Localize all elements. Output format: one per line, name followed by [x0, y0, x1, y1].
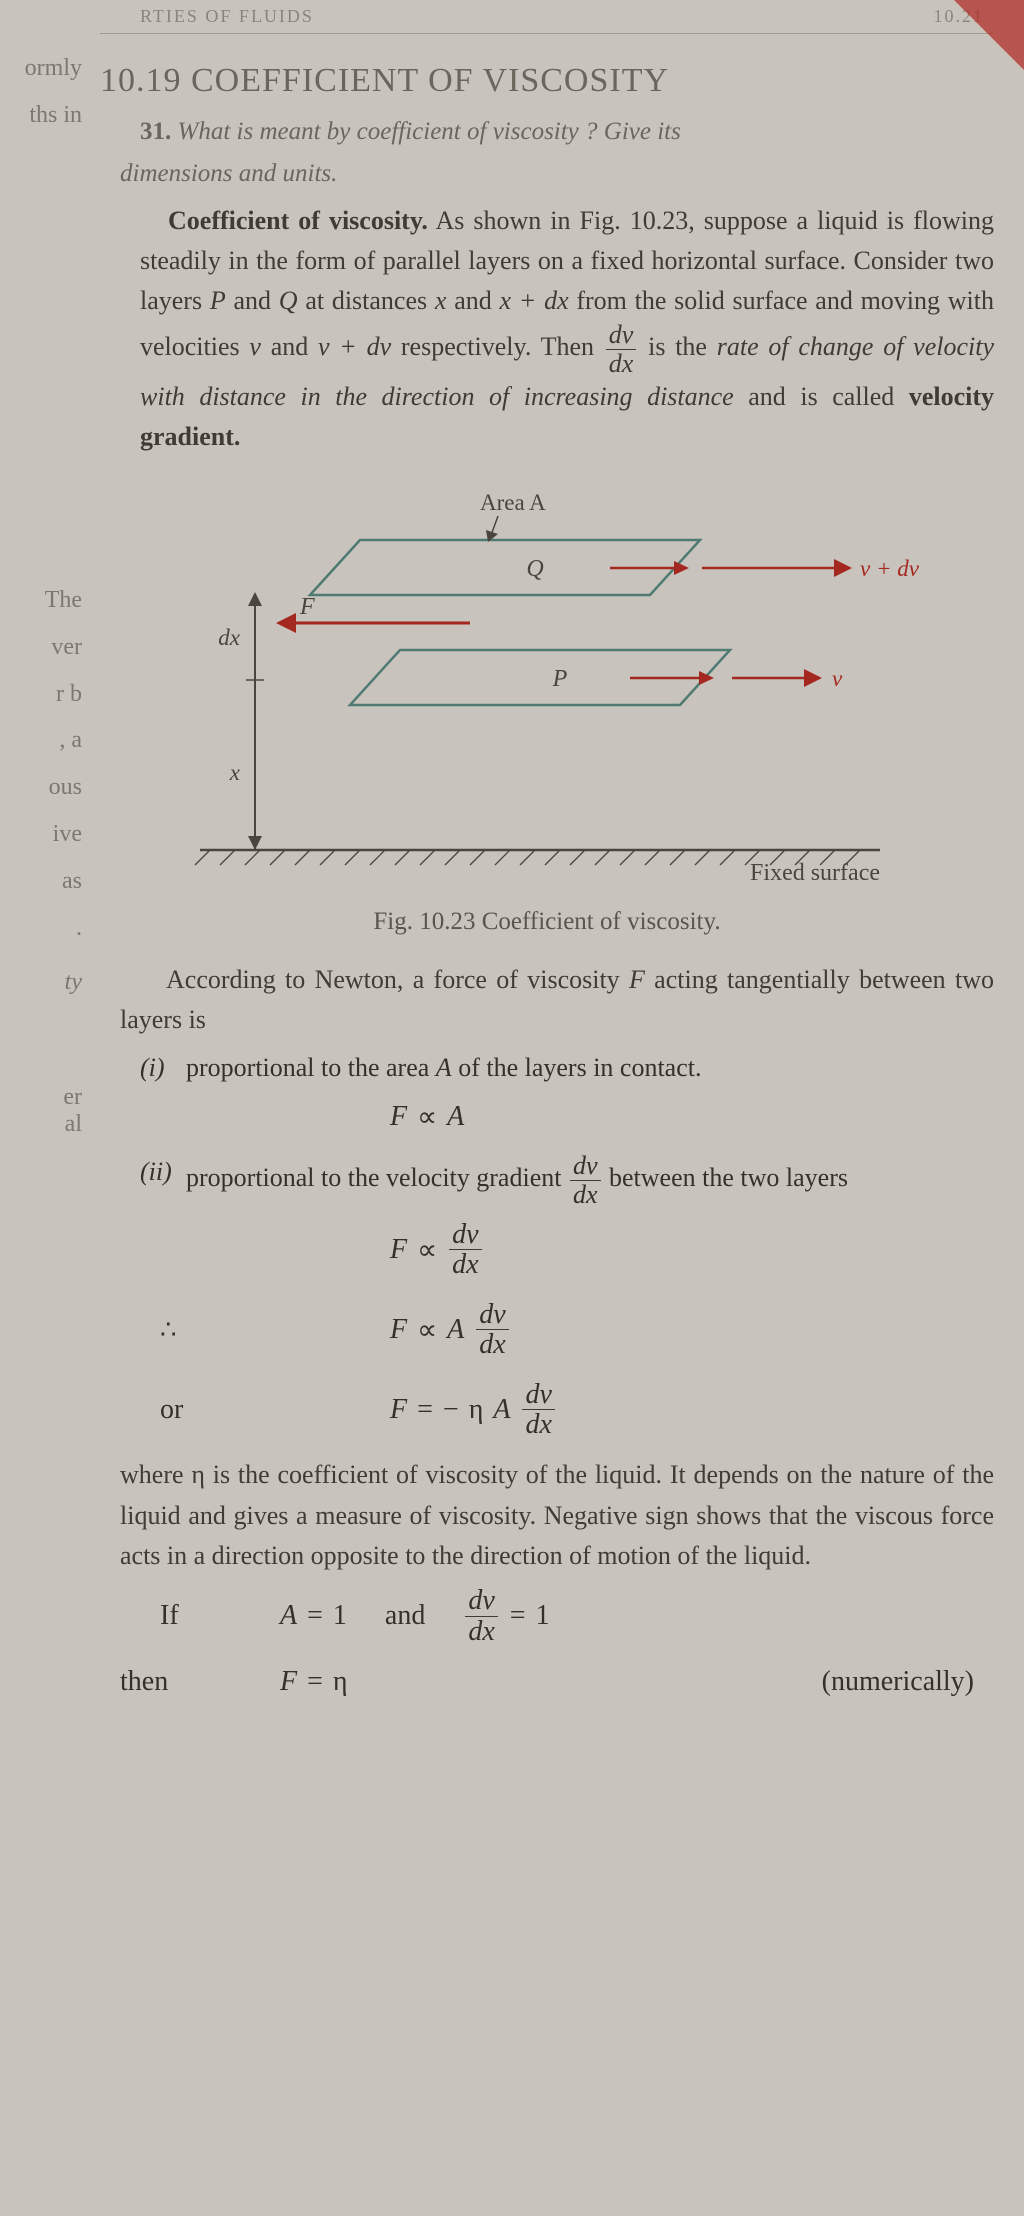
viscosity-diagram: Fixed surface dx x Q Area A v + dv F P v — [140, 480, 960, 900]
paragraph-2: According to Newton, a force of viscosit… — [100, 954, 994, 1041]
list-item-2: (ii) proportional to the velocity gradie… — [140, 1144, 994, 1210]
question-block: 31. What is meant by coefficient of visc… — [100, 110, 994, 152]
section-title-text: COEFFICIENT OF VISCOSITY — [191, 62, 669, 99]
list-block: (i) proportional to the area A of the la… — [100, 1040, 994, 1090]
page-corner-fold — [954, 0, 1024, 70]
svg-text:F: F — [299, 594, 315, 620]
svg-text:v + dv: v + dv — [860, 556, 920, 581]
equation-3: ∴ F∝Advdx — [100, 1290, 994, 1370]
svg-text:Fixed surface: Fixed surface — [750, 860, 880, 886]
equation-1: F∝A — [100, 1090, 994, 1144]
header-left: RTIES OF FLUIDS — [140, 6, 314, 27]
paragraph-3: where η is the coefficient of viscosity … — [100, 1449, 994, 1576]
paragraph-1: Coefficient of viscosity. As shown in Fi… — [100, 195, 994, 458]
cutoff-margin-1: ormly ths in — [0, 48, 90, 142]
equation-4: or F=−ηAdvdx — [100, 1370, 994, 1450]
page-header: RTIES OF FLUIDS 10.21 — [100, 0, 994, 34]
question-line2: dimensions and units. — [100, 152, 994, 194]
equation-5: If A=1 and dvdx=1 — [100, 1576, 994, 1656]
section-number: 10.19 — [100, 62, 182, 99]
equation-2: F∝dvdx — [100, 1210, 994, 1290]
list-item-1: (i) proportional to the area A of the la… — [140, 1040, 994, 1090]
svg-text:P: P — [552, 666, 568, 692]
svg-text:x: x — [229, 760, 241, 785]
question-number: 31. — [140, 118, 171, 145]
figure-10-23: Fixed surface dx x Q Area A v + dv F P v — [140, 480, 960, 900]
svg-text:v: v — [832, 666, 843, 691]
equation-6: then F=η (numerically) — [100, 1656, 994, 1708]
svg-text:Area A: Area A — [480, 490, 546, 515]
cutoff-margin-3: er al — [0, 1084, 90, 1138]
dvdx-fraction: dvdx — [604, 321, 639, 377]
cutoff-margin-2: The ver r b , a ous ive as . ty — [0, 580, 90, 1009]
svg-text:dx: dx — [218, 625, 241, 650]
section-heading: 10.19 COEFFICIENT OF VISCOSITY — [100, 44, 994, 110]
figure-caption: Fig. 10.23 Coefficient of viscosity. — [100, 908, 994, 936]
svg-text:Q: Q — [526, 556, 543, 582]
